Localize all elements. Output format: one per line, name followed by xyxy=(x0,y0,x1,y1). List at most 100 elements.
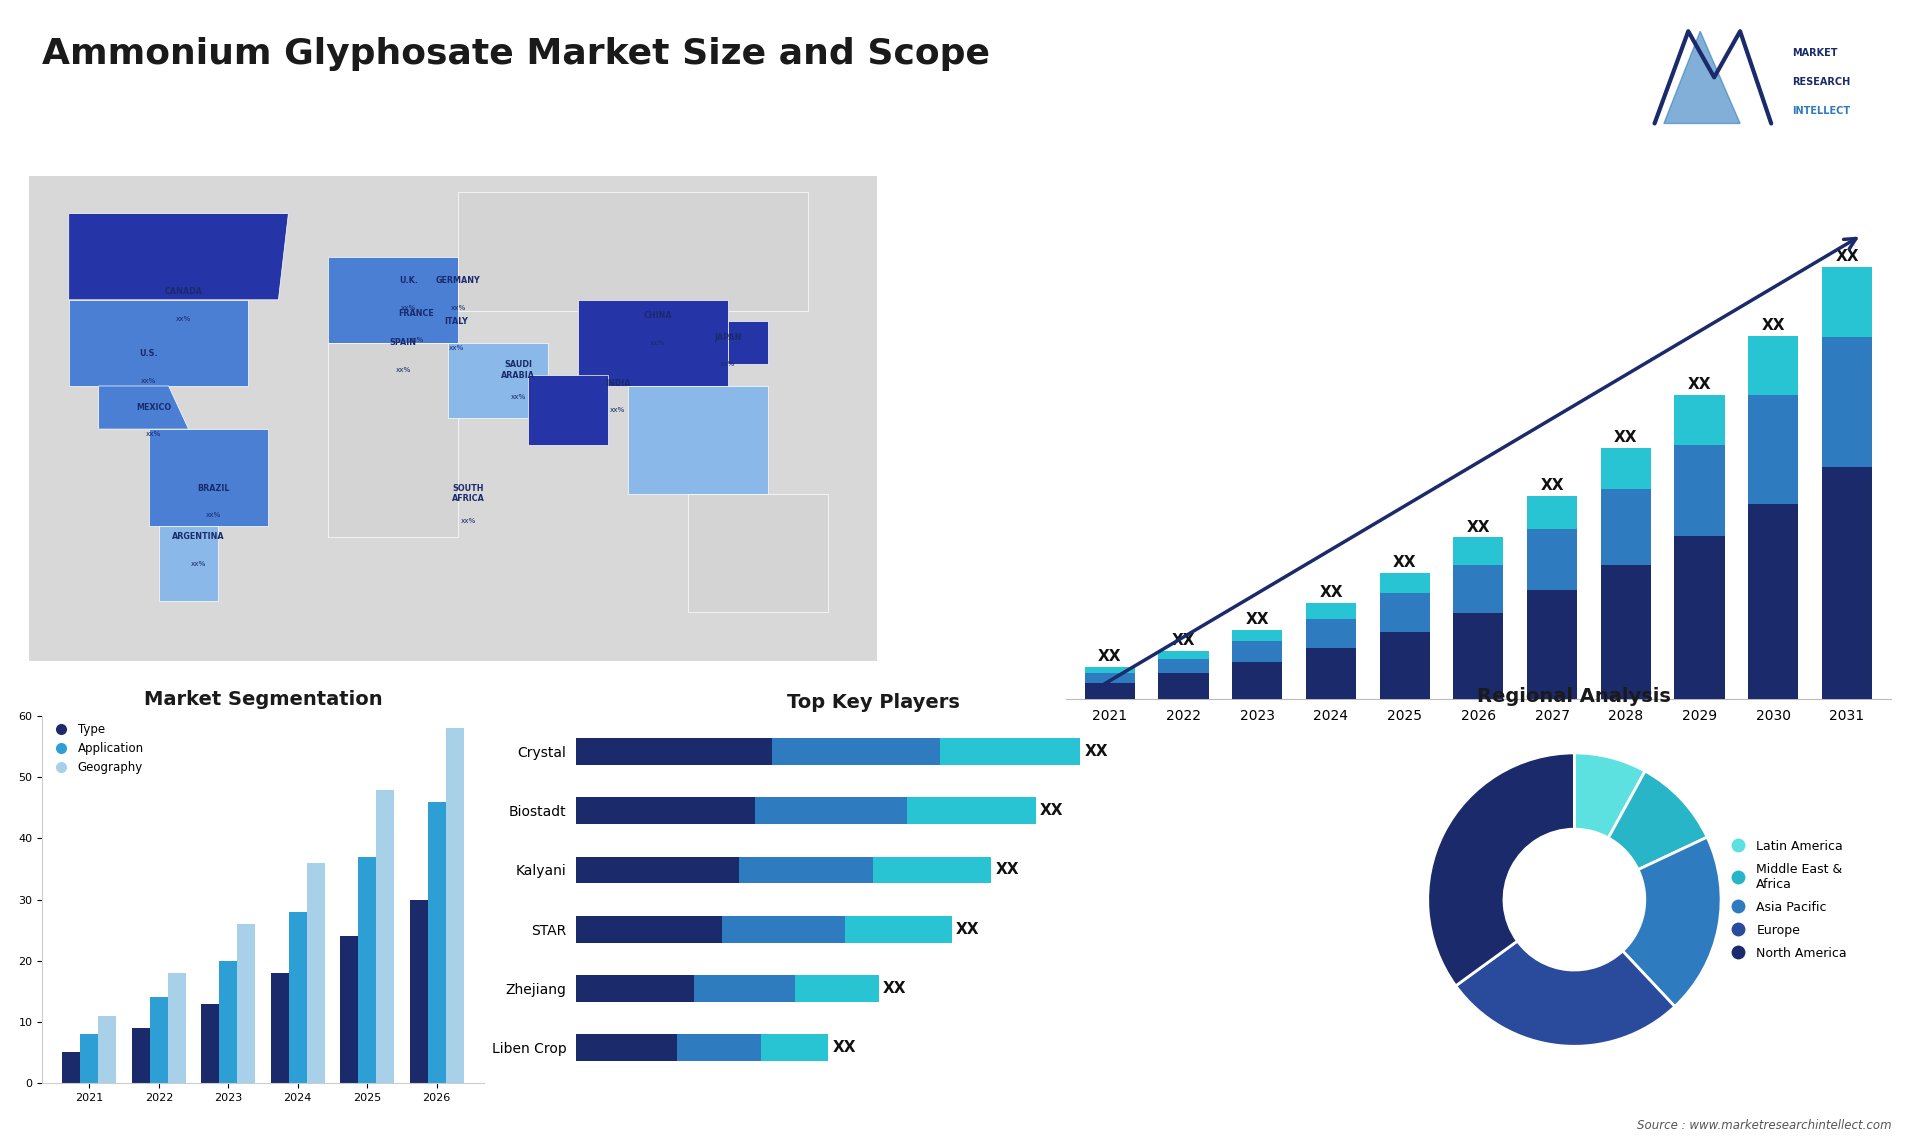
Bar xyxy=(1822,468,1872,699)
Bar xyxy=(428,802,445,1083)
Text: SAUDI
ARABIA: SAUDI ARABIA xyxy=(501,360,536,379)
Bar xyxy=(340,936,359,1083)
Bar xyxy=(288,912,307,1083)
Polygon shape xyxy=(328,257,459,343)
Bar xyxy=(795,975,879,1002)
Bar xyxy=(1601,489,1651,565)
Bar xyxy=(167,973,186,1083)
Bar xyxy=(150,997,167,1083)
Text: xx%: xx% xyxy=(396,367,411,372)
Text: xx%: xx% xyxy=(720,361,735,368)
Polygon shape xyxy=(328,343,459,536)
Bar xyxy=(445,729,465,1083)
Polygon shape xyxy=(98,386,188,429)
Bar xyxy=(576,1035,678,1061)
Text: RESEARCH: RESEARCH xyxy=(1791,78,1851,87)
Polygon shape xyxy=(578,300,728,386)
Text: Source : www.marketresearchintellect.com: Source : www.marketresearchintellect.com xyxy=(1636,1120,1891,1132)
Wedge shape xyxy=(1574,753,1645,838)
Bar xyxy=(755,798,906,824)
Text: XX: XX xyxy=(1319,586,1342,601)
Bar xyxy=(1601,565,1651,699)
Bar xyxy=(1158,659,1208,674)
Text: U.K.: U.K. xyxy=(399,276,419,285)
Bar xyxy=(772,738,941,764)
Bar xyxy=(98,1015,117,1083)
Text: CHINA: CHINA xyxy=(643,312,672,321)
Text: XX: XX xyxy=(1615,430,1638,445)
Text: SPAIN: SPAIN xyxy=(390,338,417,347)
Text: XX: XX xyxy=(1098,649,1121,665)
Bar xyxy=(61,1052,81,1083)
Polygon shape xyxy=(459,193,808,311)
Text: INDIA: INDIA xyxy=(605,379,630,387)
Polygon shape xyxy=(69,213,288,300)
Bar xyxy=(219,960,238,1083)
Bar xyxy=(1380,631,1430,699)
Text: CANADA: CANADA xyxy=(165,288,202,296)
Text: xx%: xx% xyxy=(140,377,156,384)
Bar xyxy=(81,1034,98,1083)
Bar xyxy=(1749,336,1799,395)
Bar xyxy=(1085,674,1135,683)
Legend: Type, Application, Geography: Type, Application, Geography xyxy=(44,719,148,779)
Text: U.S.: U.S. xyxy=(140,350,157,359)
Bar xyxy=(1306,619,1356,647)
Text: XX: XX xyxy=(995,863,1020,878)
Text: xx%: xx% xyxy=(401,305,417,311)
Text: XX: XX xyxy=(1836,249,1859,265)
Bar xyxy=(576,857,739,884)
Text: XX: XX xyxy=(1171,634,1196,649)
Text: XX: XX xyxy=(1761,319,1786,333)
Bar xyxy=(376,790,394,1083)
Bar xyxy=(359,857,376,1083)
Text: XX: XX xyxy=(1540,478,1565,493)
Text: xx%: xx% xyxy=(190,560,205,567)
Title: Regional Analysis: Regional Analysis xyxy=(1478,688,1670,706)
Wedge shape xyxy=(1609,771,1707,870)
Legend: Latin America, Middle East &
Africa, Asia Pacific, Europe, North America: Latin America, Middle East & Africa, Asi… xyxy=(1720,834,1853,965)
Polygon shape xyxy=(447,343,547,418)
Bar xyxy=(307,863,324,1083)
Bar xyxy=(238,924,255,1083)
Text: MEXICO: MEXICO xyxy=(136,403,171,413)
Text: ITALY: ITALY xyxy=(444,316,468,325)
Bar xyxy=(760,1035,828,1061)
Text: JAPAN: JAPAN xyxy=(714,333,741,342)
Bar xyxy=(576,738,772,764)
Polygon shape xyxy=(728,321,768,364)
Text: xx%: xx% xyxy=(177,315,192,322)
Polygon shape xyxy=(628,386,768,494)
Bar xyxy=(1601,448,1651,489)
Bar xyxy=(132,1028,150,1083)
Bar xyxy=(1453,537,1503,565)
Text: xx%: xx% xyxy=(451,305,467,311)
Bar xyxy=(1822,267,1872,338)
Bar xyxy=(1380,594,1430,631)
Bar xyxy=(678,1035,760,1061)
Bar xyxy=(1674,536,1724,699)
Text: xx%: xx% xyxy=(409,337,424,343)
Bar xyxy=(409,900,428,1083)
Bar xyxy=(1674,395,1724,445)
Bar xyxy=(941,738,1081,764)
Text: xx%: xx% xyxy=(611,407,626,414)
Bar xyxy=(1749,504,1799,699)
Text: FRANCE: FRANCE xyxy=(397,308,434,317)
Bar xyxy=(739,857,874,884)
Text: Ammonium Glyphosate Market Size and Scope: Ammonium Glyphosate Market Size and Scop… xyxy=(42,37,991,71)
Bar xyxy=(202,1004,219,1083)
Title: Top Key Players: Top Key Players xyxy=(787,693,960,712)
Bar xyxy=(576,798,755,824)
Text: xx%: xx% xyxy=(449,345,465,352)
Text: xx%: xx% xyxy=(461,518,476,524)
Bar xyxy=(271,973,288,1083)
Text: XX: XX xyxy=(1467,519,1490,534)
Text: XX: XX xyxy=(833,1041,856,1055)
Text: XX: XX xyxy=(883,981,906,996)
Polygon shape xyxy=(29,176,877,660)
Text: INTELLECT: INTELLECT xyxy=(1791,107,1851,117)
Text: xx%: xx% xyxy=(146,431,161,438)
Bar xyxy=(1158,651,1208,659)
Bar xyxy=(576,975,693,1002)
